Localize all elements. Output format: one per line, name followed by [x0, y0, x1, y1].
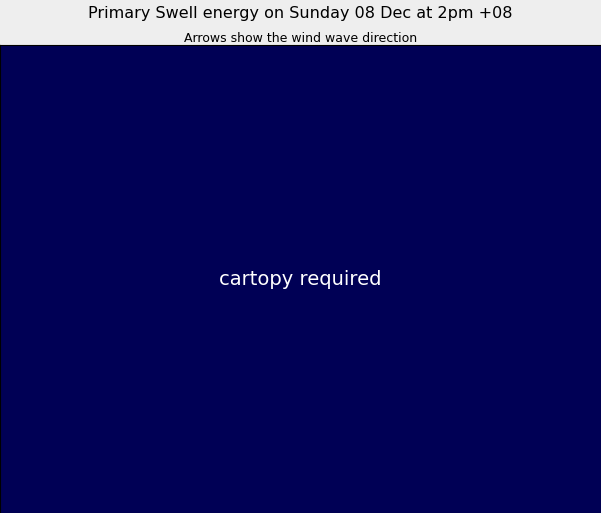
Text: Arrows show the wind wave direction: Arrows show the wind wave direction — [184, 32, 417, 45]
Text: cartopy required: cartopy required — [219, 269, 382, 289]
Text: Primary Swell energy on Sunday 08 Dec at 2pm +08: Primary Swell energy on Sunday 08 Dec at… — [88, 6, 513, 21]
